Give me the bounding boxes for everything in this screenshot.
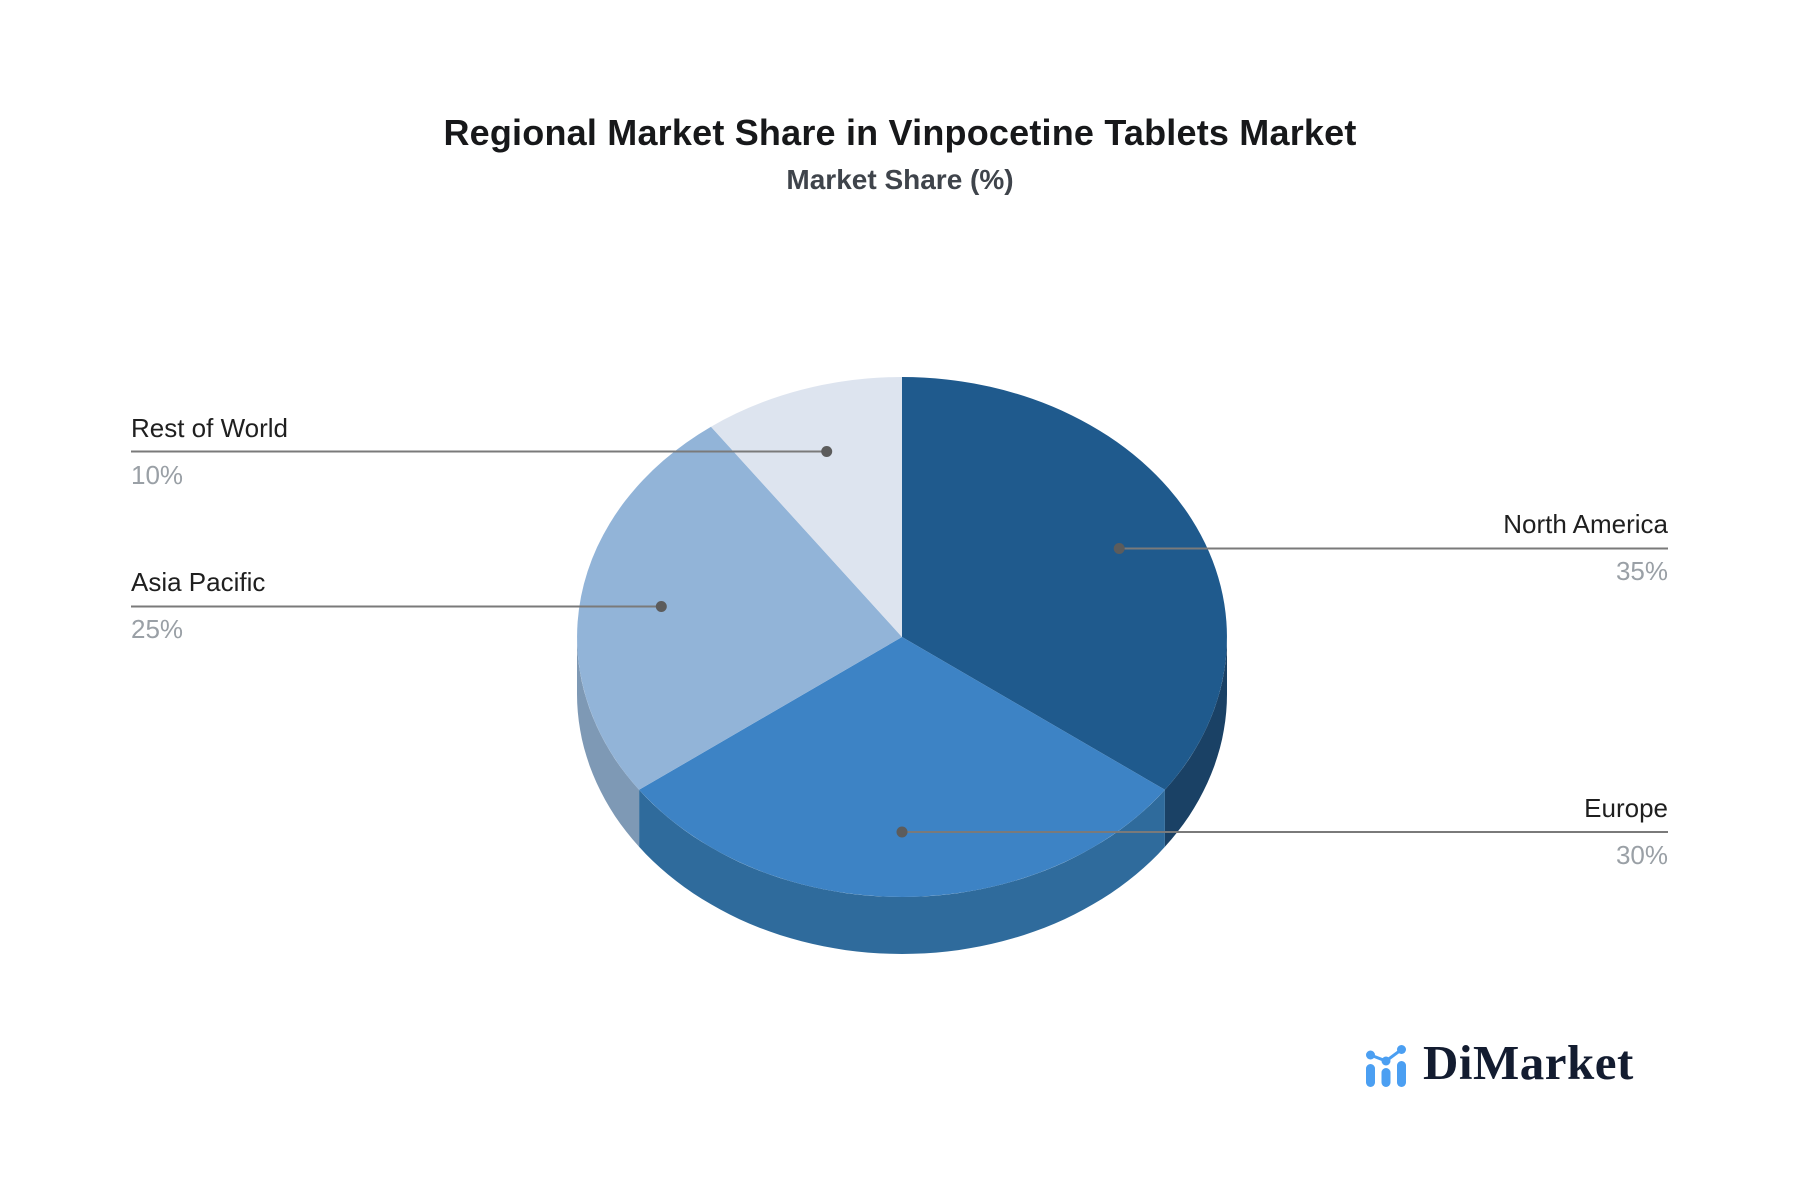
dimarket-logo[interactable]: DiMarket (1362, 1038, 1634, 1087)
leader-dot-asia-pacific (655, 601, 667, 612)
slice-label-asia-pacific: Asia Pacific 25% (131, 567, 265, 645)
slice-name: Rest of World (131, 412, 289, 443)
brand-name: DiMarket (1423, 1035, 1634, 1090)
pie-slice-north-america[interactable] (902, 377, 1227, 790)
pie-slice-side-asia-pacific (577, 637, 640, 847)
slice-label-rest-of-world: Rest of World 10% (131, 413, 288, 491)
slice-label-europe: Europe 30% (1584, 793, 1668, 871)
pie-slice-asia-pacific[interactable] (577, 426, 902, 790)
slice-name: Europe (1584, 793, 1668, 823)
slice-value: 35% (1615, 556, 1668, 587)
slice-name: Asia Pacific (131, 567, 266, 598)
slice-label-north-america: North America 35% (1503, 509, 1668, 587)
pie-slice-rest-of-world[interactable] (711, 377, 902, 637)
chart-subtitle: Market Share (%) (786, 164, 1014, 195)
chart-title: Regional Market Share in Vinpocetine Tab… (443, 112, 1357, 153)
slice-value: 30% (1615, 840, 1668, 870)
pie-slice-side-north-america (1164, 637, 1227, 847)
slice-name: North America (1503, 509, 1668, 540)
bar-chart-trend-icon (1366, 1044, 1406, 1087)
slice-value: 10% (131, 459, 184, 490)
slice-value: 25% (131, 614, 184, 645)
leader-dot-rest-of-world (821, 446, 833, 457)
leader-dot-europe (896, 826, 908, 838)
leader-dot-north-america (1113, 543, 1125, 554)
pie-slice-side-europe (639, 789, 1165, 954)
